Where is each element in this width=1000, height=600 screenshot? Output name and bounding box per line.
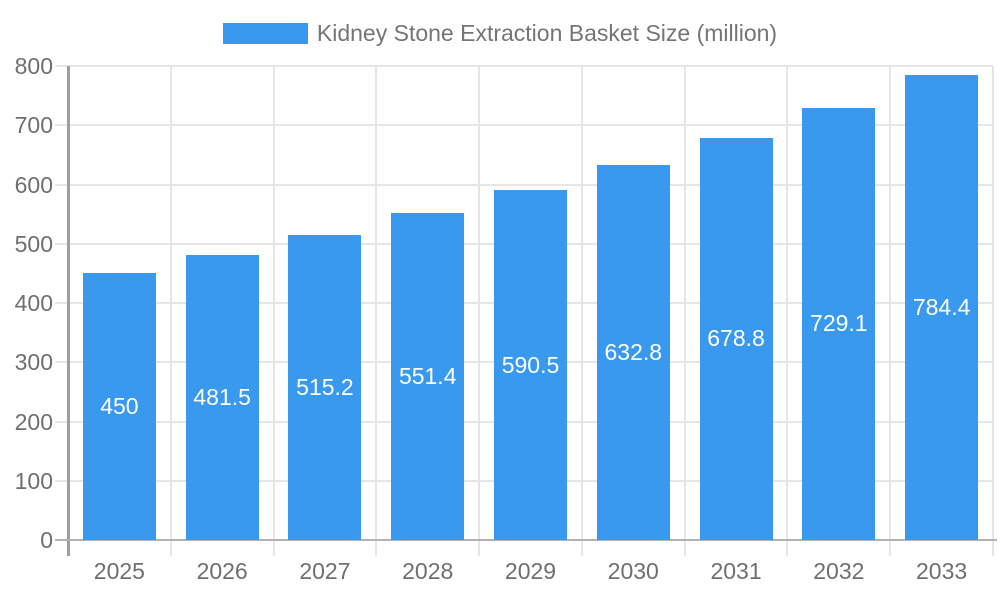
x-axis-tick-label: 2028: [402, 558, 454, 584]
bar[interactable]: 729.1: [802, 108, 876, 540]
bar-value-label: 784.4: [912, 294, 971, 321]
y-axis-tick-label: 200: [14, 408, 53, 435]
legend-series-label: Kidney Stone Extraction Basket Size (mil…: [316, 19, 778, 46]
bar[interactable]: 481.5: [185, 254, 259, 540]
bar[interactable]: 678.8: [699, 137, 773, 540]
x-gridline: [272, 66, 275, 556]
x-axis-tick-label: 2030: [607, 558, 659, 584]
bar-value-label: 551.4: [398, 363, 457, 390]
bar[interactable]: 515.2: [288, 234, 362, 540]
x-gridline: [992, 66, 994, 556]
bar-value-label: 729.1: [810, 310, 868, 337]
x-gridline: [580, 66, 583, 556]
x-axis-tick-label: 2025: [93, 558, 145, 584]
x-axis-tick-label: 2033: [916, 558, 968, 584]
y-axis-tick-label: 400: [14, 290, 53, 316]
y-axis-tick-label: 0: [40, 527, 53, 553]
y-axis-tick-label: 100: [14, 467, 53, 494]
legend: Kidney Stone Extraction Basket Size (mil…: [0, 17, 1000, 49]
x-gridline: [169, 66, 172, 556]
x-axis-tick-label: 2029: [504, 558, 557, 584]
bar-value-label: 632.8: [604, 339, 663, 366]
bar[interactable]: 632.8: [596, 165, 670, 540]
x-axis-tick-label: 2031: [710, 558, 762, 584]
x-axis-tick-label: 2026: [196, 558, 248, 584]
bar[interactable]: 784.4: [905, 75, 979, 540]
bar-value-label: 590.5: [501, 351, 560, 378]
x-gridline: [683, 66, 686, 556]
x-axis-tick-label: 2032: [813, 558, 865, 584]
bar-value-label: 481.5: [193, 383, 251, 410]
x-gridline: [478, 66, 481, 556]
bar[interactable]: 551.4: [391, 213, 465, 540]
bar-value-label: 678.8: [707, 325, 765, 352]
x-axis-baseline: [55, 539, 997, 541]
bar[interactable]: 590.5: [494, 190, 567, 540]
y-gridline: [55, 65, 993, 67]
y-gridline: [55, 124, 993, 127]
x-gridline: [786, 66, 789, 556]
x-gridline: [375, 66, 378, 556]
legend-swatch: [222, 22, 308, 44]
x-axis-tick-label: 2027: [299, 558, 351, 584]
bar-value-label: 515.2: [296, 373, 354, 400]
x-gridline: [889, 66, 892, 556]
y-axis-tick-label: 600: [14, 171, 53, 198]
bar-value-label: 450: [100, 393, 139, 420]
y-axis-tick-label: 800: [14, 53, 53, 79]
bar[interactable]: 450: [82, 273, 156, 540]
y-axis-tick-label: 500: [14, 230, 53, 257]
y-axis-line: [67, 66, 70, 556]
y-axis-tick-label: 300: [14, 349, 53, 376]
y-gridline: [55, 183, 993, 186]
y-axis-tick-label: 700: [14, 112, 53, 139]
